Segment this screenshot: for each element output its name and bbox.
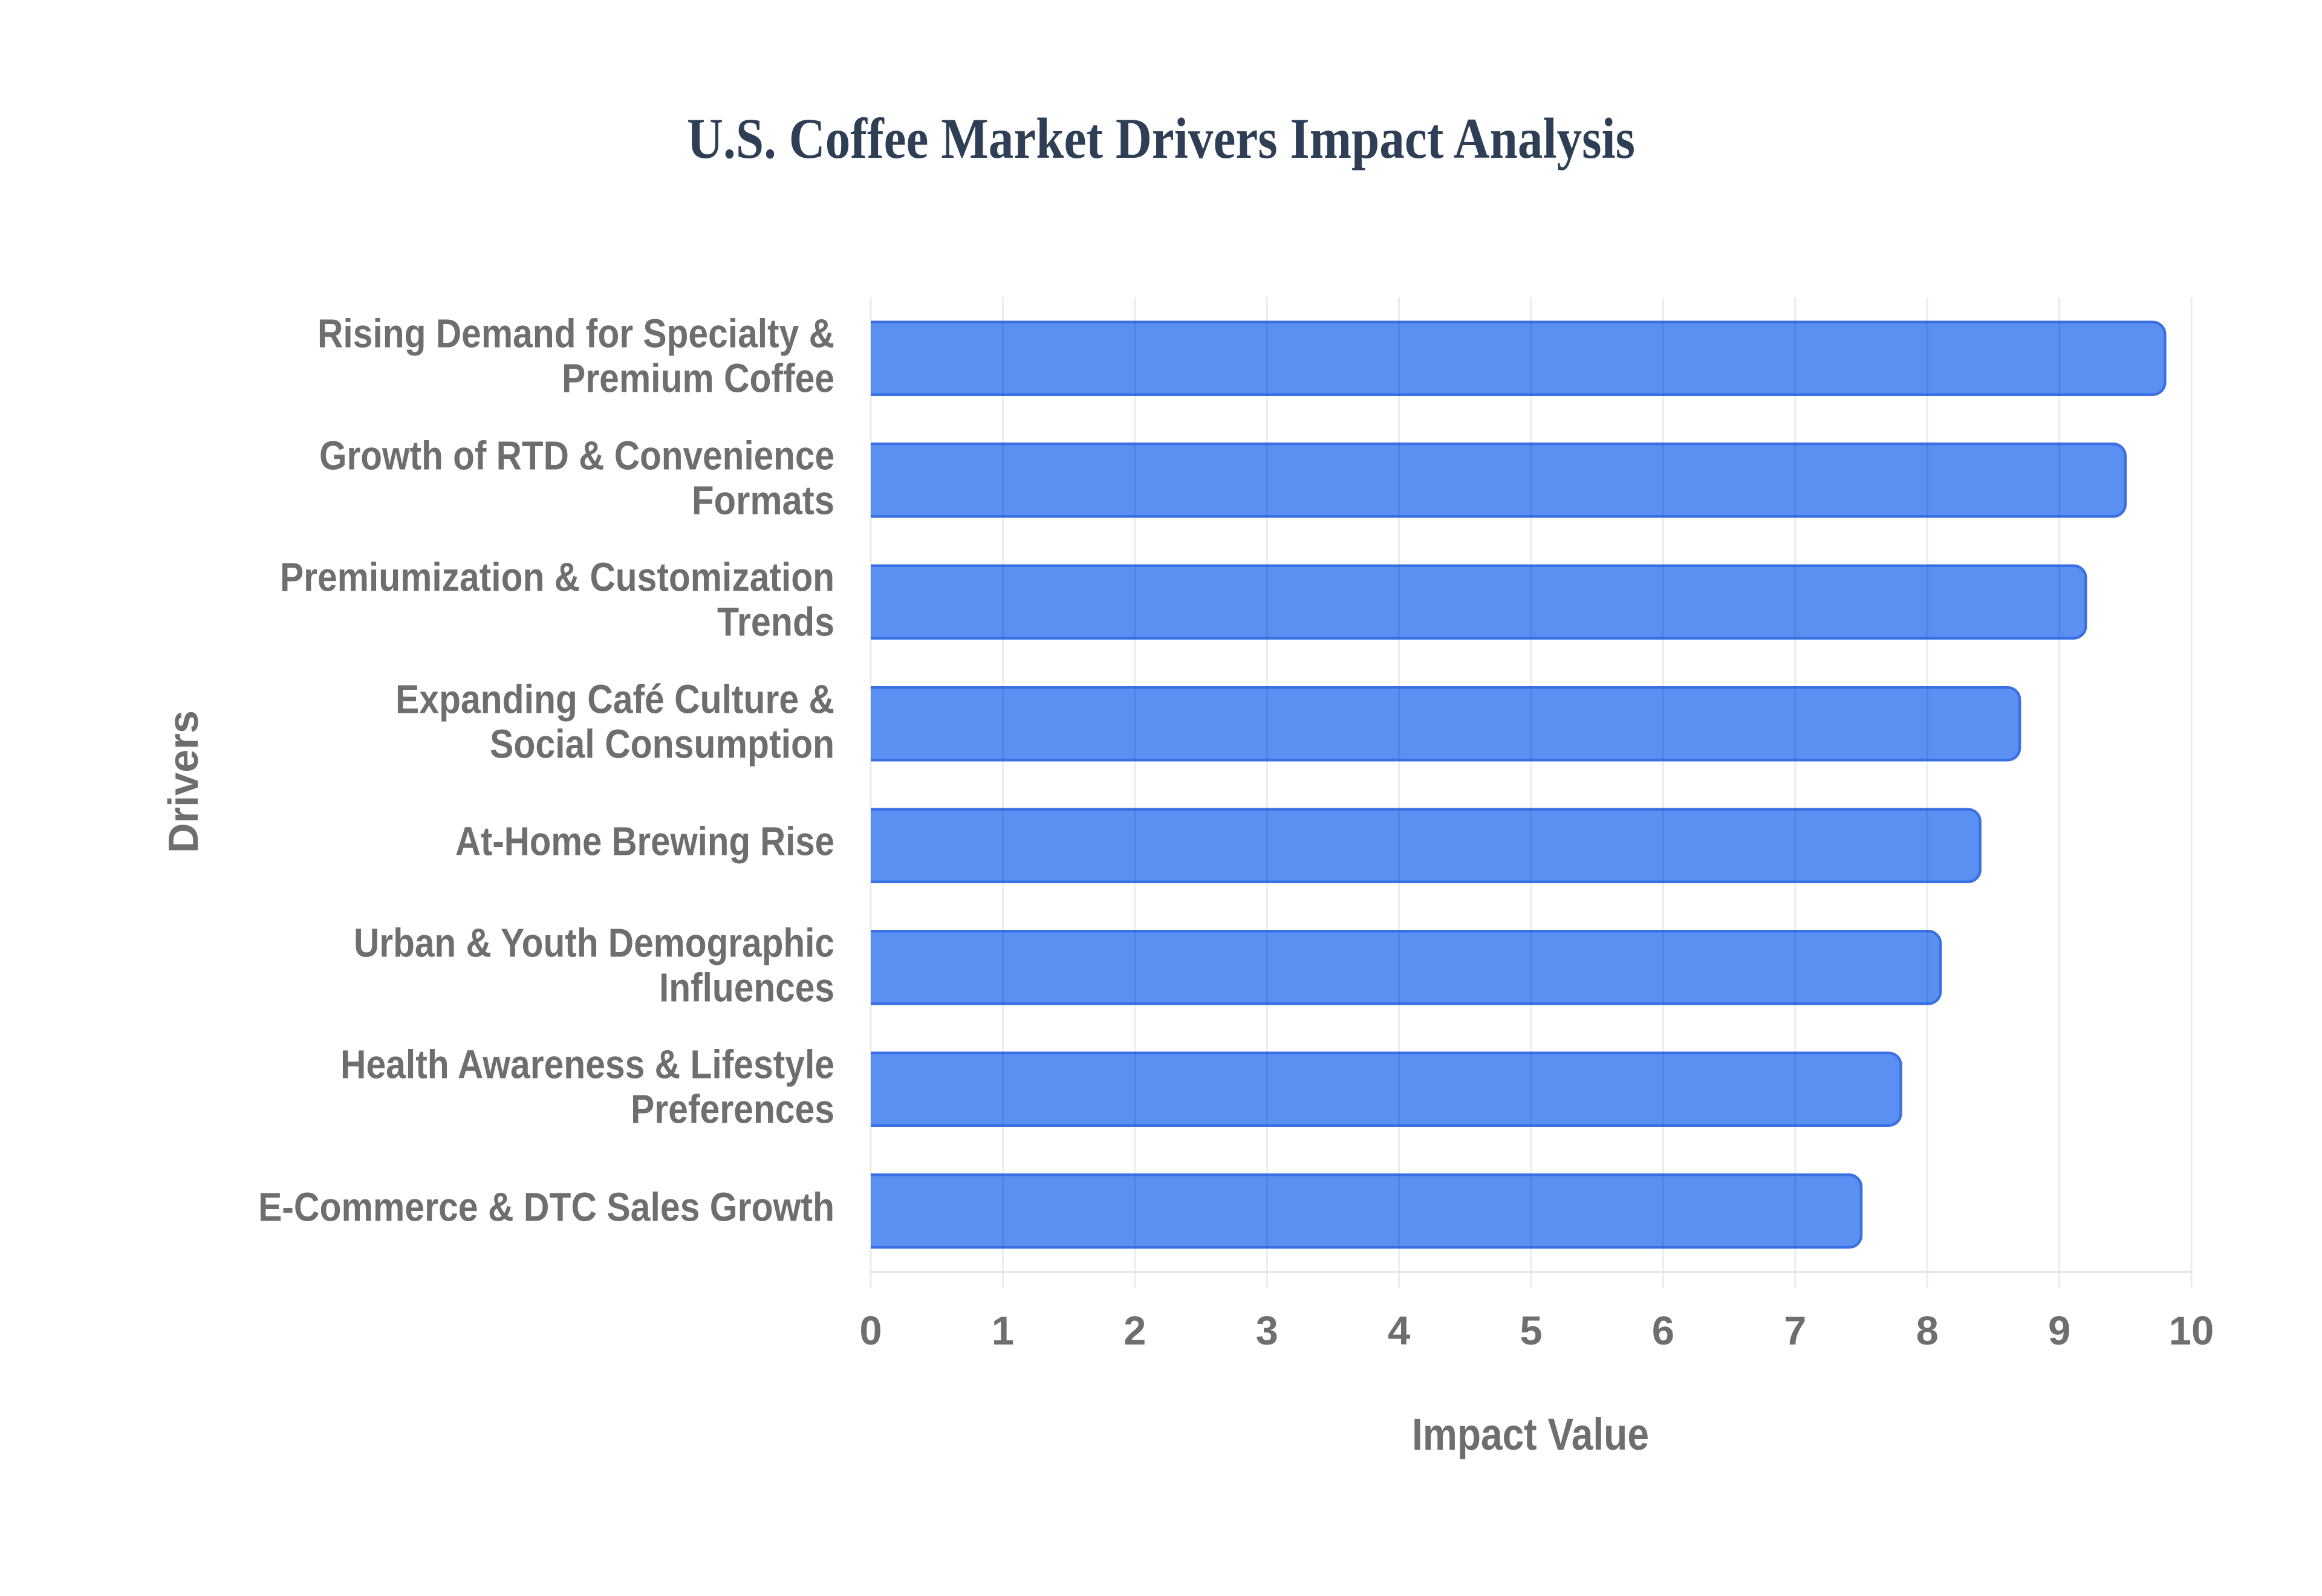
svg-text:6: 6 — [1652, 1308, 1674, 1354]
svg-text:5: 5 — [1520, 1308, 1542, 1354]
svg-text:At-Home Brewing Rise: At-Home Brewing Rise — [455, 819, 834, 864]
svg-text:Rising Demand for Specialty &: Rising Demand for Specialty & — [317, 311, 834, 357]
svg-text:9: 9 — [2048, 1308, 2070, 1354]
svg-text:Preferences: Preferences — [631, 1087, 834, 1132]
svg-text:7: 7 — [1784, 1308, 1806, 1354]
svg-text:Premium Coffee: Premium Coffee — [562, 356, 834, 401]
svg-text:E-Commerce & DTC Sales Growth: E-Commerce & DTC Sales Growth — [258, 1184, 834, 1230]
svg-text:10: 10 — [2169, 1308, 2214, 1354]
svg-text:Impact Value: Impact Value — [1412, 1409, 1649, 1459]
svg-text:1: 1 — [992, 1308, 1014, 1354]
svg-text:8: 8 — [1916, 1308, 1939, 1354]
svg-text:0: 0 — [859, 1308, 882, 1354]
svg-text:U.S. Coffee Market Drivers Imp: U.S. Coffee Market Drivers Impact Analys… — [687, 106, 1635, 170]
svg-text:Growth of RTD & Convenience: Growth of RTD & Convenience — [319, 433, 834, 478]
svg-text:Trends: Trends — [717, 600, 834, 645]
svg-text:Drivers: Drivers — [160, 710, 207, 853]
svg-text:Influences: Influences — [659, 965, 834, 1010]
svg-text:Formats: Formats — [692, 478, 834, 523]
svg-text:Health Awareness & Lifestyle: Health Awareness & Lifestyle — [340, 1042, 834, 1088]
svg-text:Urban & Youth Demographic: Urban & Youth Demographic — [354, 920, 834, 965]
svg-text:2: 2 — [1124, 1308, 1146, 1354]
svg-text:4: 4 — [1388, 1308, 1410, 1354]
svg-text:Social Consumption: Social Consumption — [490, 721, 834, 767]
svg-text:3: 3 — [1256, 1308, 1278, 1354]
svg-text:Expanding Café Culture &: Expanding Café Culture & — [395, 676, 834, 722]
svg-text:Premiumization & Customization: Premiumization & Customization — [280, 555, 834, 600]
